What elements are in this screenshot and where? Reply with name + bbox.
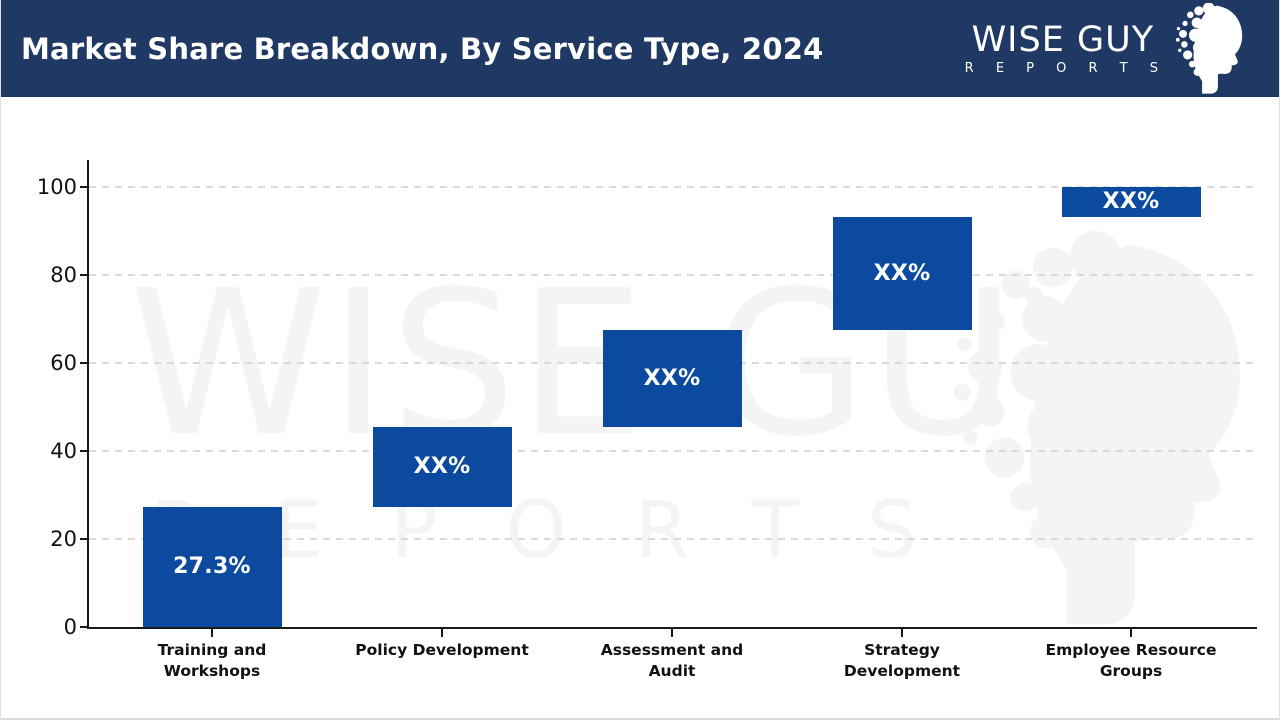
wise-guy-logo: WISE GUY R E P O R T S	[959, 2, 1251, 95]
y-tick-label: 80	[50, 262, 77, 287]
bar-strategy-development: XX%	[832, 217, 972, 331]
x-axis-tick	[1130, 629, 1132, 637]
logo-reports-text: R E P O R T S	[964, 60, 1167, 76]
x-axis-line	[87, 627, 1257, 629]
bar-employee-resource-groups: XX%	[1061, 186, 1201, 218]
bar-value-label: XX%	[413, 454, 471, 480]
header-bar: Market Share Breakdown, By Service Type,…	[1, 0, 1279, 97]
y-tick-label: 20	[50, 526, 77, 551]
y-axis-tick	[80, 449, 89, 452]
x-axis-tick	[211, 629, 213, 637]
wise-guy-face-icon	[1175, 2, 1243, 94]
x-tick-label-assessment-and-audit: Assessment and Audit	[600, 641, 744, 681]
chart-title: Market Share Breakdown, By Service Type,…	[21, 31, 824, 66]
bar-value-label: XX%	[643, 365, 701, 391]
x-axis-tick	[901, 629, 903, 637]
bar-value-label: XX%	[1102, 189, 1160, 215]
y-axis-line	[87, 160, 89, 629]
x-tick-label-policy-development: Policy Development	[355, 641, 529, 659]
x-tick-label-employee-resource-groups: Employee Resource Groups	[1045, 641, 1217, 681]
gridline	[89, 537, 1257, 540]
x-axis-tick	[671, 629, 673, 637]
y-axis-tick	[80, 273, 89, 276]
x-tick-label-strategy-development: Strategy Development	[843, 641, 961, 681]
y-axis-tick	[80, 626, 89, 628]
bar-value-label: 27.3%	[173, 554, 251, 580]
y-axis-tick	[80, 185, 89, 188]
gridline	[89, 449, 1257, 452]
bar-assessment-and-audit: XX%	[602, 330, 742, 427]
x-tick-label-training-and-workshops: Training and Workshops	[157, 641, 267, 681]
x-axis-tick	[441, 629, 443, 637]
logo-wise-guy-text: WISE GUY	[971, 19, 1155, 60]
gridline	[89, 273, 1257, 276]
y-tick-label: 60	[50, 350, 77, 375]
bar-value-label: XX%	[873, 261, 931, 287]
gridline	[89, 185, 1257, 188]
bar-policy-development: XX%	[372, 426, 512, 507]
bar-training-and-workshops: 27.3%	[142, 506, 282, 627]
y-tick-label: 0	[63, 615, 77, 639]
y-tick-label: 100	[36, 174, 77, 199]
y-tick-label: 40	[50, 438, 77, 463]
y-axis-tick	[80, 361, 89, 364]
footer-divider	[1, 718, 1279, 720]
y-axis-tick	[80, 537, 89, 540]
